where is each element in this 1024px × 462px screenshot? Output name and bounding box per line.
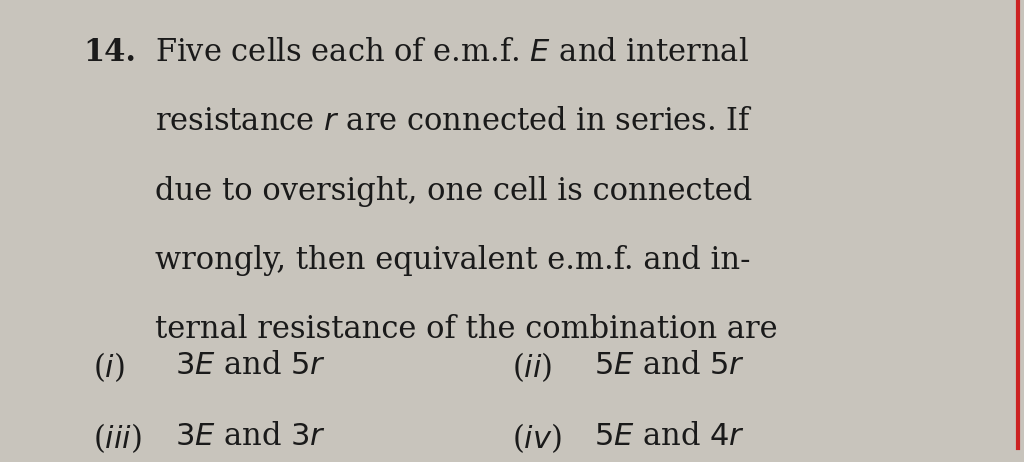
Text: ($iii$): ($iii$) bbox=[93, 421, 142, 455]
Text: $5E$ and $5r$: $5E$ and $5r$ bbox=[594, 350, 744, 381]
Text: due to oversight, one cell is connected: due to oversight, one cell is connected bbox=[155, 176, 752, 207]
Text: wrongly, then equivalent e.m.f. and in-: wrongly, then equivalent e.m.f. and in- bbox=[155, 245, 750, 276]
Text: 14.: 14. bbox=[83, 37, 136, 68]
Text: ternal resistance of the combination are: ternal resistance of the combination are bbox=[155, 314, 777, 345]
Text: $3E$ and $5r$: $3E$ and $5r$ bbox=[175, 350, 326, 381]
Text: $5E$ and $4r$: $5E$ and $4r$ bbox=[594, 421, 744, 452]
Text: ($iv$): ($iv$) bbox=[512, 421, 562, 455]
Text: Five cells each of e.m.f. $E$ and internal: Five cells each of e.m.f. $E$ and intern… bbox=[155, 37, 749, 68]
Text: resistance $r$ are connected in series. If: resistance $r$ are connected in series. … bbox=[155, 106, 753, 137]
Text: $3E$ and $3r$: $3E$ and $3r$ bbox=[175, 421, 326, 452]
Text: ($ii$): ($ii$) bbox=[512, 350, 552, 384]
Text: ($i$): ($i$) bbox=[93, 350, 125, 384]
